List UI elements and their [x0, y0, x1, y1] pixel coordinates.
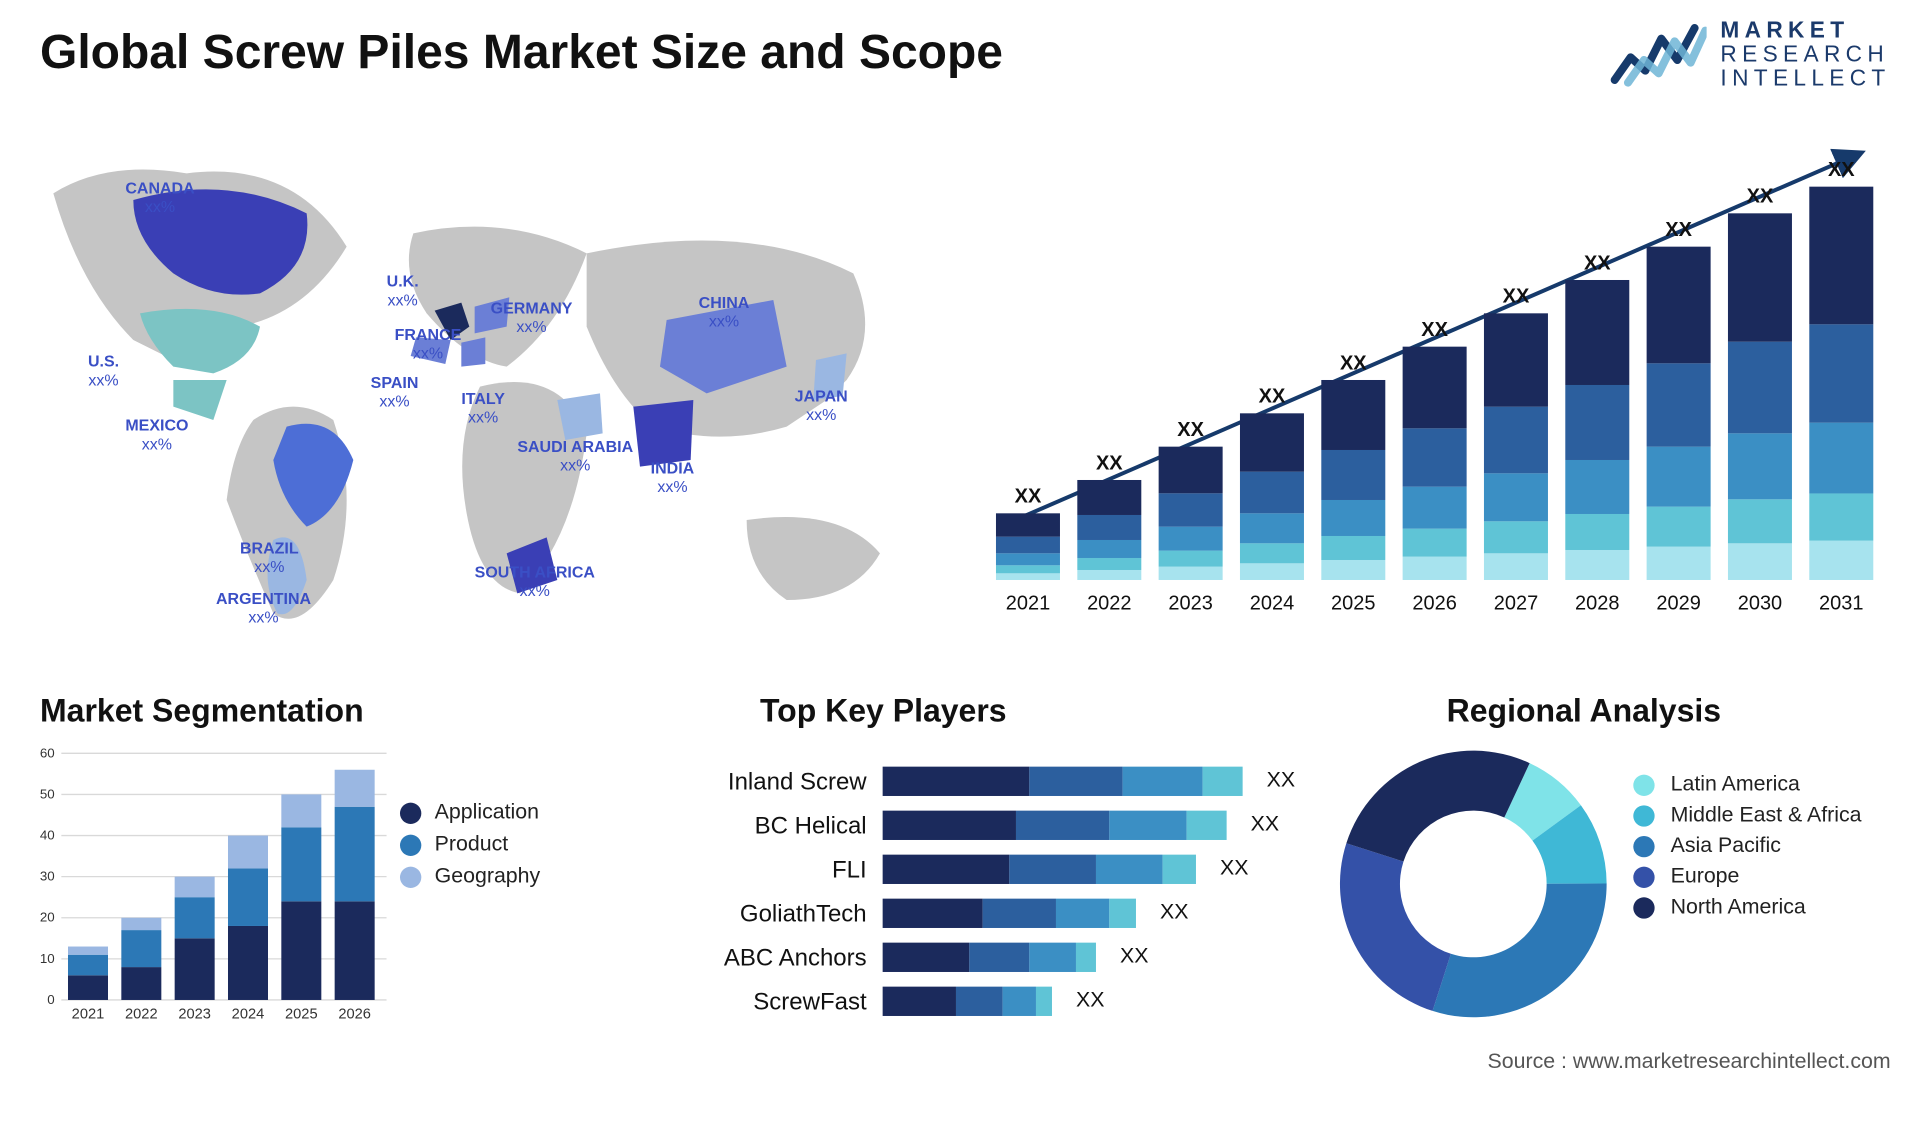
svg-text:2030: 2030 — [1738, 592, 1782, 614]
svg-text:50: 50 — [40, 786, 55, 801]
svg-text:XX: XX — [1177, 419, 1204, 441]
svg-text:2021: 2021 — [72, 1007, 105, 1023]
world-map: CANADAxx% U.S.xx%MEXICOxx% BRAZILxx% ARGENT… — [27, 140, 934, 660]
svg-text:XX: XX — [1503, 286, 1530, 308]
map-label: SPAINxx% — [371, 375, 419, 412]
player-row: FLI XX — [667, 849, 1334, 889]
player-bar — [883, 899, 1136, 928]
svg-text:XX: XX — [1828, 159, 1855, 181]
svg-text:40: 40 — [40, 828, 55, 843]
svg-text:2026: 2026 — [1412, 592, 1456, 614]
player-value: XX — [1267, 769, 1295, 793]
player-bar — [883, 767, 1243, 796]
logo-mark-icon — [1611, 20, 1707, 89]
player-row: Inland Screw XX — [667, 761, 1334, 801]
player-bar — [883, 855, 1196, 884]
svg-text:XX: XX — [1421, 319, 1448, 341]
svg-text:20: 20 — [40, 910, 55, 925]
legend-item: Product — [400, 833, 540, 857]
map-label: CHINAxx% — [699, 295, 750, 332]
svg-text:2024: 2024 — [1250, 592, 1294, 614]
svg-text:2023: 2023 — [1168, 592, 1212, 614]
player-value: XX — [1220, 857, 1248, 881]
source-attribution: Source : www.marketresearchintellect.com — [1488, 1051, 1891, 1075]
brand-logo: MARKET RESEARCH INTELLECT — [1611, 19, 1891, 90]
heading-key-players: Top Key Players — [760, 693, 1007, 730]
svg-text:2029: 2029 — [1656, 592, 1700, 614]
svg-text:XX: XX — [1340, 352, 1367, 374]
svg-text:0: 0 — [47, 992, 54, 1007]
map-label: GERMANYxx% — [491, 300, 573, 337]
map-label: U.S.xx% — [88, 353, 119, 390]
legend-item: Geography — [400, 865, 540, 889]
legend-item: Middle East & Africa — [1633, 804, 1861, 828]
map-label: BRAZILxx% — [240, 540, 299, 577]
logo-text-2: RESEARCH — [1720, 42, 1890, 66]
map-label: MEXICOxx% — [125, 417, 188, 454]
legend-item: Application — [400, 801, 540, 825]
player-name: Inland Screw — [667, 767, 867, 795]
heading-regional: Regional Analysis — [1447, 693, 1721, 730]
player-name: ScrewFast — [667, 987, 867, 1015]
map-label: INDIAxx% — [651, 460, 695, 497]
player-bar — [883, 943, 1096, 972]
logo-text-3: INTELLECT — [1720, 66, 1890, 90]
logo-text-1: MARKET — [1720, 19, 1890, 43]
page-title: Global Screw Piles Market Size and Scope — [40, 24, 1003, 80]
player-bar — [883, 987, 1052, 1016]
key-players-chart: Inland ScrewXXBC HelicalXXFLIXXGoliathTe… — [667, 757, 1334, 1025]
player-row: BC Helical XX — [667, 805, 1334, 845]
player-name: FLI — [667, 855, 867, 883]
player-value: XX — [1251, 813, 1279, 837]
player-bar — [883, 811, 1227, 840]
map-label: ITALYxx% — [461, 391, 505, 428]
svg-text:2028: 2028 — [1575, 592, 1619, 614]
map-label: ARGENTINAxx% — [216, 591, 311, 628]
player-value: XX — [1160, 901, 1188, 925]
map-label: U.K.xx% — [387, 273, 419, 310]
regional-legend: Latin America Middle East & Africa Asia Pa… — [1633, 767, 1861, 927]
player-name: ABC Anchors — [667, 943, 867, 971]
segmentation-legend: Application Product Geography — [400, 793, 540, 897]
svg-text:2025: 2025 — [285, 1007, 318, 1023]
growth-bar-chart: XX 2021 XX 2022 XX 2023 XX 2024 XX 2025 XX 2026 XX 20… — [980, 140, 1887, 633]
svg-text:2022: 2022 — [125, 1007, 158, 1023]
legend-item: North America — [1633, 896, 1861, 920]
player-value: XX — [1120, 945, 1148, 969]
player-name: GoliathTech — [667, 899, 867, 927]
map-label: JAPANxx% — [795, 388, 848, 425]
map-label: SOUTH AFRICAxx% — [475, 564, 595, 601]
player-row: GoliathTech XX — [667, 893, 1334, 933]
svg-text:XX: XX — [1096, 452, 1123, 474]
player-value: XX — [1076, 989, 1104, 1013]
svg-text:XX: XX — [1747, 186, 1774, 208]
svg-text:2021: 2021 — [1006, 592, 1050, 614]
svg-text:2031: 2031 — [1819, 592, 1863, 614]
svg-text:2026: 2026 — [338, 1007, 371, 1023]
svg-text:2027: 2027 — [1494, 592, 1538, 614]
heading-segmentation: Market Segmentation — [40, 693, 364, 730]
svg-text:XX: XX — [1584, 252, 1611, 274]
segmentation-chart: 0 10 20 30 40 50 60 2021 2022 2023 2024 2025 2026 — [27, 747, 387, 1040]
map-label: SAUDI ARABIAxx% — [517, 439, 633, 476]
player-row: ScrewFast XX — [667, 981, 1334, 1021]
svg-text:2024: 2024 — [232, 1007, 265, 1023]
svg-text:2025: 2025 — [1331, 592, 1375, 614]
regional-donut-chart — [1333, 744, 1613, 1024]
svg-text:XX: XX — [1259, 386, 1286, 408]
svg-text:2023: 2023 — [178, 1007, 211, 1023]
map-label: CANADAxx% — [125, 180, 194, 217]
svg-text:60: 60 — [40, 747, 55, 761]
legend-item: Asia Pacific — [1633, 835, 1861, 859]
svg-text:XX: XX — [1665, 219, 1692, 241]
svg-text:10: 10 — [40, 951, 55, 966]
legend-item: Latin America — [1633, 773, 1861, 797]
svg-text:2022: 2022 — [1087, 592, 1131, 614]
player-row: ABC Anchors XX — [667, 937, 1334, 977]
svg-text:30: 30 — [40, 869, 55, 884]
map-label: FRANCExx% — [395, 327, 462, 364]
svg-text:XX: XX — [1015, 486, 1042, 508]
player-name: BC Helical — [667, 811, 867, 839]
legend-item: Europe — [1633, 865, 1861, 889]
